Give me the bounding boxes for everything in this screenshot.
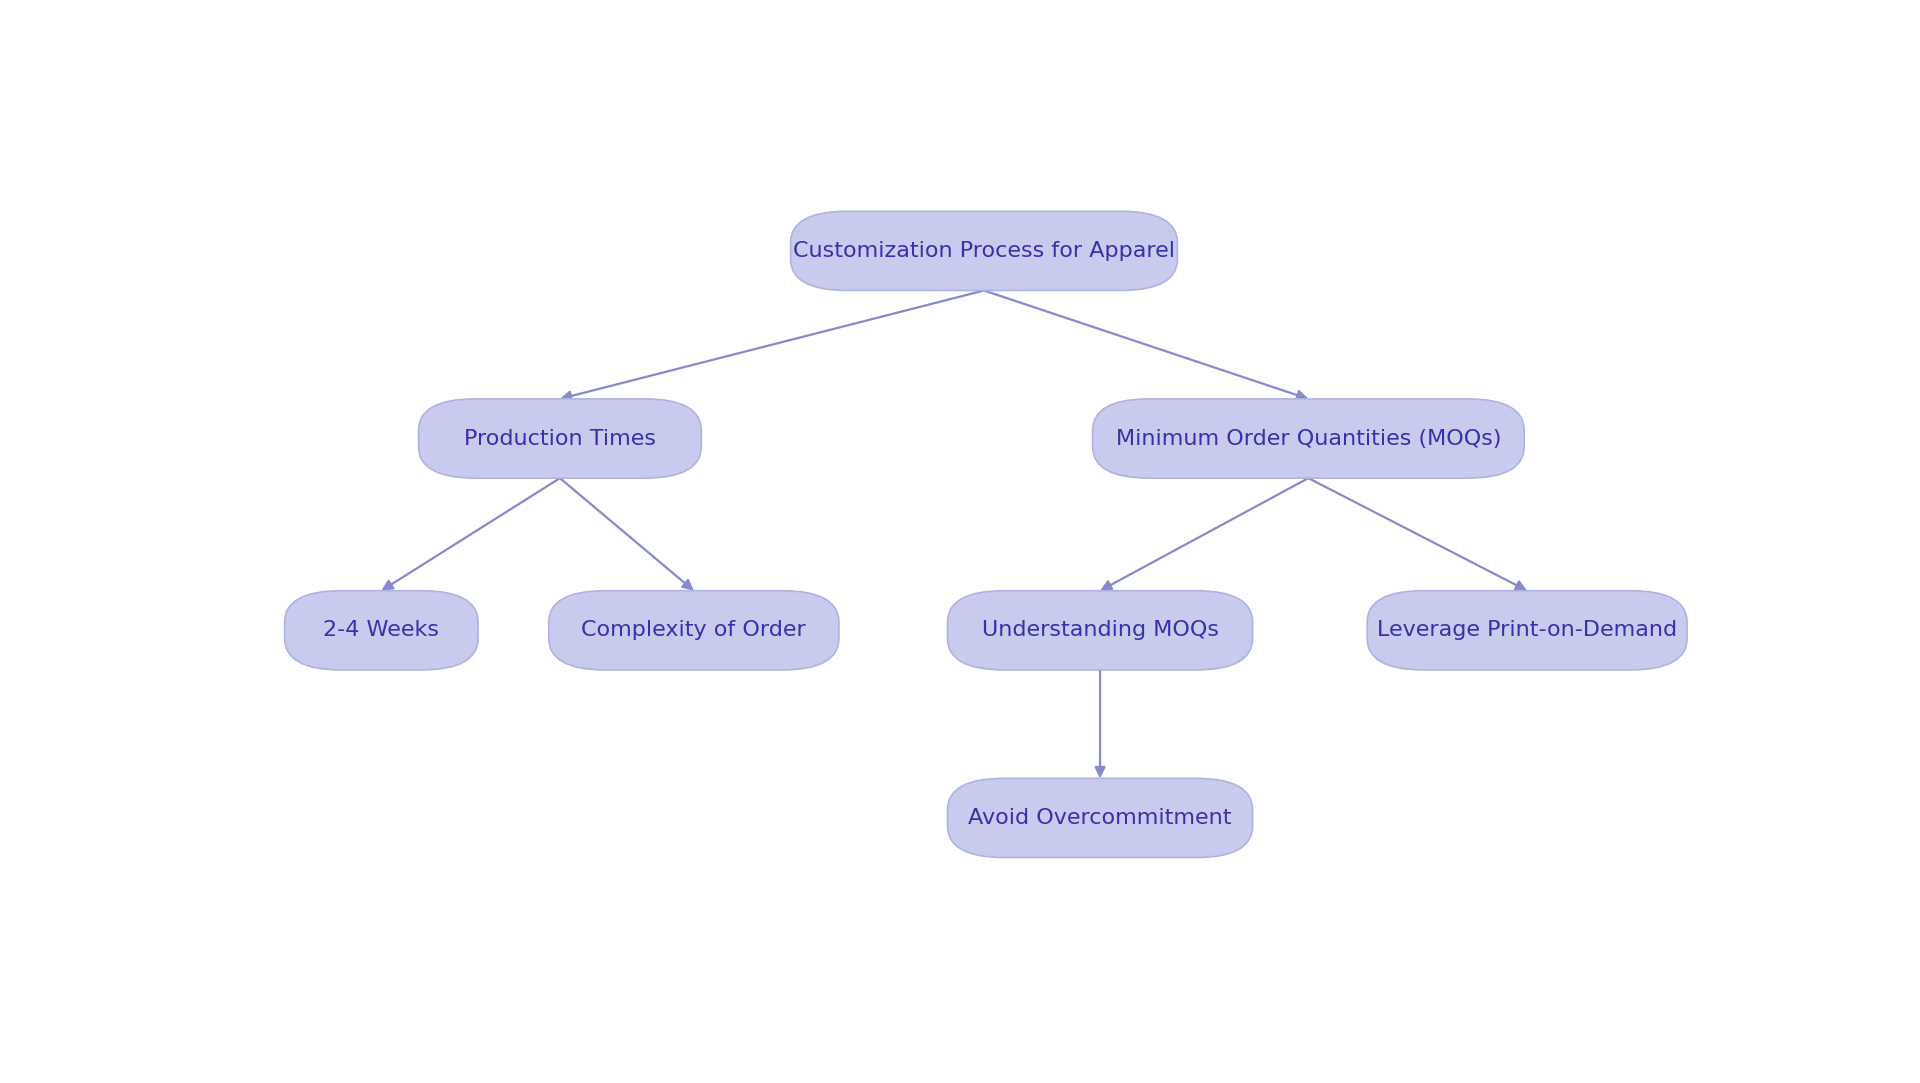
Text: Complexity of Order: Complexity of Order <box>582 621 806 640</box>
Text: Production Times: Production Times <box>465 429 657 448</box>
FancyBboxPatch shape <box>284 590 478 670</box>
Text: 2-4 Weeks: 2-4 Weeks <box>323 621 440 640</box>
FancyBboxPatch shape <box>1367 590 1688 670</box>
Text: Minimum Order Quantities (MOQs): Minimum Order Quantities (MOQs) <box>1116 429 1501 448</box>
FancyBboxPatch shape <box>948 590 1252 670</box>
FancyBboxPatch shape <box>948 779 1252 858</box>
Text: Understanding MOQs: Understanding MOQs <box>981 621 1219 640</box>
Text: Avoid Overcommitment: Avoid Overcommitment <box>968 808 1233 827</box>
Text: Customization Process for Apparel: Customization Process for Apparel <box>793 240 1175 261</box>
FancyBboxPatch shape <box>1092 399 1524 478</box>
FancyBboxPatch shape <box>791 211 1177 290</box>
FancyBboxPatch shape <box>419 399 701 478</box>
Text: Leverage Print-on-Demand: Leverage Print-on-Demand <box>1377 621 1678 640</box>
FancyBboxPatch shape <box>549 590 839 670</box>
